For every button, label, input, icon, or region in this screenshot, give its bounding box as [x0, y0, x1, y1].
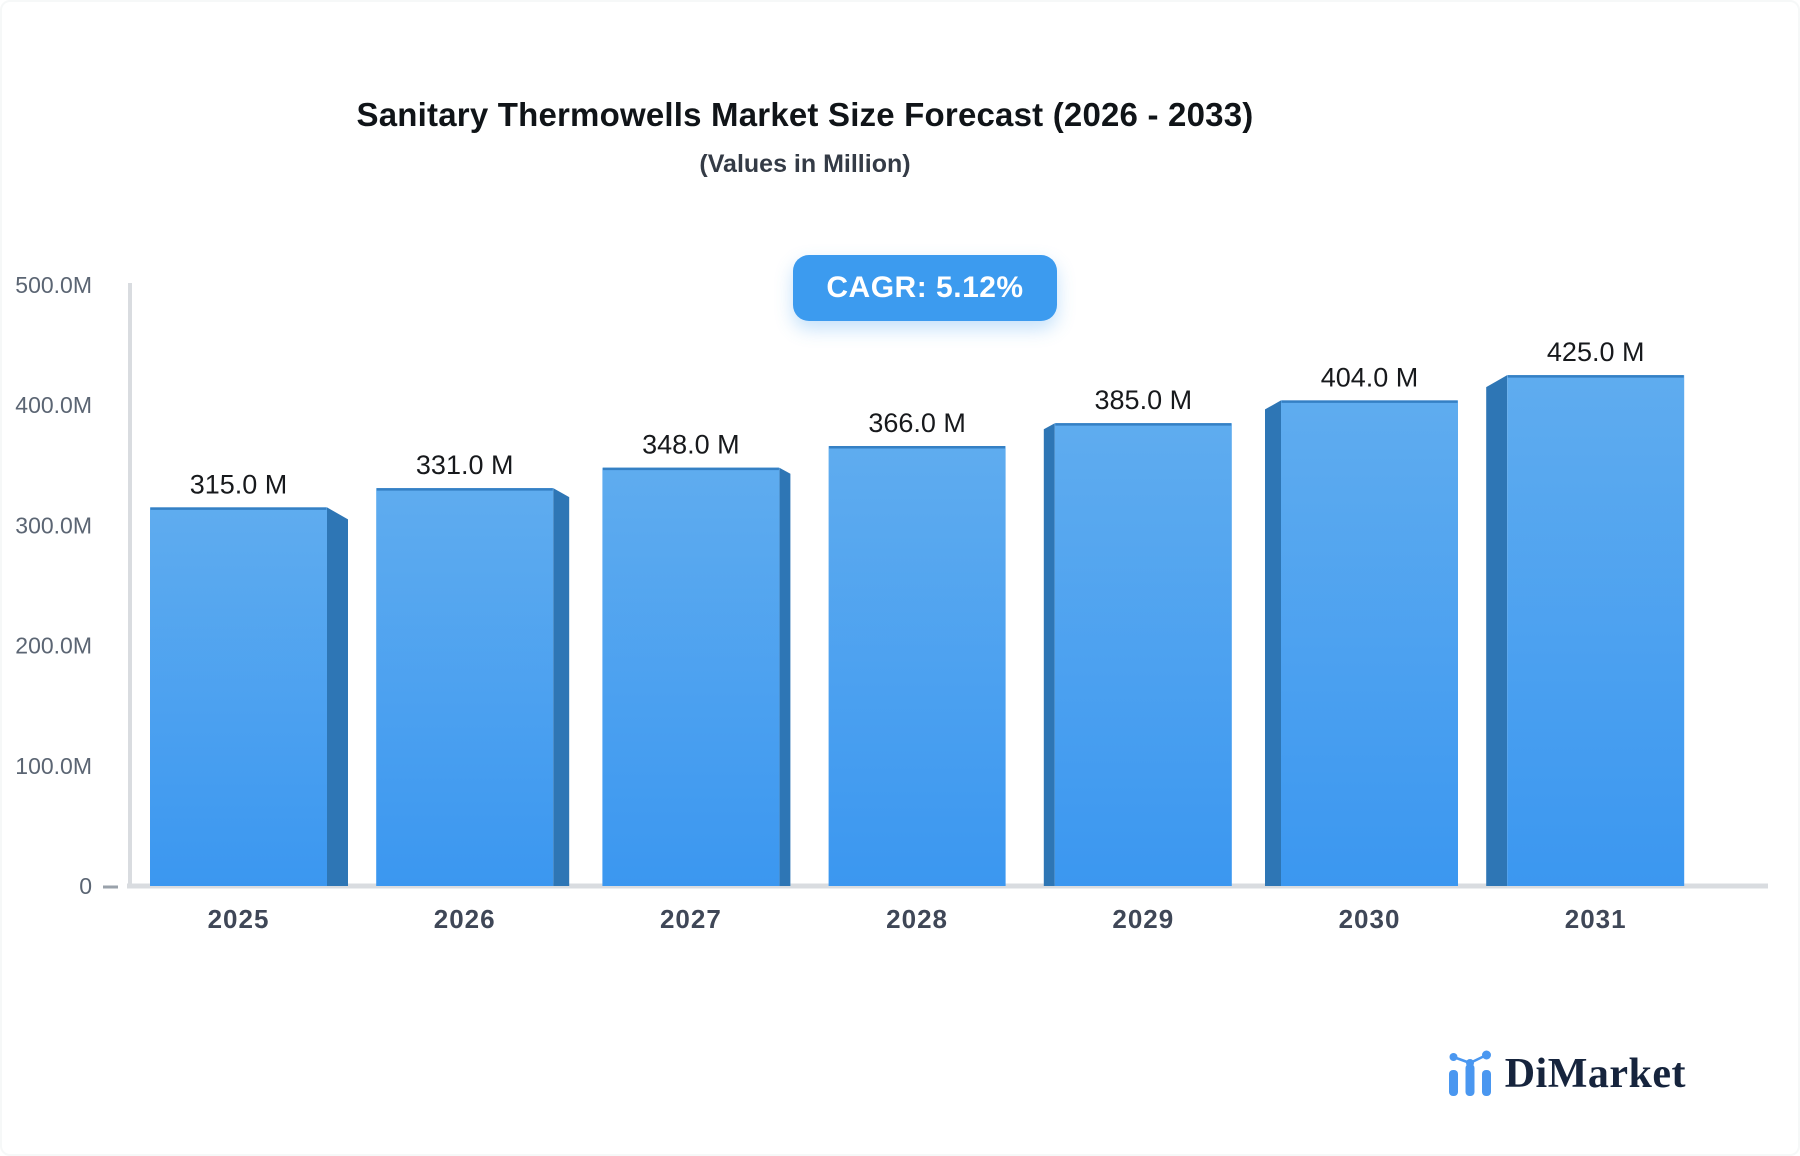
x-tick-label: 2026	[434, 904, 496, 934]
logo-wordmark: DiMarket	[1504, 1051, 1686, 1097]
bar-column	[1507, 375, 1685, 886]
bar-value-label: 366.0 M	[868, 408, 966, 438]
y-tick-label: 0	[79, 873, 92, 899]
bar-column	[602, 467, 780, 886]
y-tick-label: 400.0M	[15, 392, 92, 418]
y-tick-label: 200.0M	[15, 633, 92, 659]
y-tick-label: 300.0M	[15, 512, 92, 538]
bar-side-face	[1043, 423, 1055, 886]
y-tick-label: 100.0M	[15, 753, 92, 779]
mini-bar-line-chart-icon	[1448, 1050, 1491, 1096]
bar-value-label: 404.0 M	[1321, 362, 1419, 392]
chart-subtitle: (Values in Million)	[699, 150, 911, 178]
bar-column	[1054, 423, 1232, 886]
bar-column	[376, 488, 554, 886]
x-tick-label: 2030	[1339, 904, 1401, 934]
cagr-badge-label: CAGR: 5.12%	[826, 271, 1024, 304]
bar-column	[1281, 400, 1458, 886]
x-tick-label: 2027	[660, 904, 722, 934]
bar-value-label: 425.0 M	[1547, 337, 1645, 367]
bar-value-label: 331.0 M	[416, 450, 514, 480]
x-tick-label: 2028	[886, 904, 948, 934]
cagr-badge: CAGR: 5.12%	[793, 255, 1057, 321]
page-title: Sanitary Thermowells Market Size Forecas…	[356, 96, 1254, 133]
bar-value-label: 315.0 M	[190, 469, 288, 499]
x-tick-label: 2029	[1112, 904, 1174, 934]
bar-side-face	[327, 507, 348, 886]
bar-column	[828, 446, 1006, 886]
y-tick-label: 500.0M	[15, 272, 92, 298]
bar-side-face	[779, 467, 791, 886]
bar-side-face	[1486, 375, 1508, 886]
bar-column	[150, 507, 327, 886]
x-tick-label: 2031	[1565, 904, 1627, 934]
bar-side-face	[1265, 400, 1281, 886]
bar-value-label: 385.0 M	[1095, 385, 1193, 415]
bar-value-label: 348.0 M	[642, 430, 740, 460]
dimarket-logo: DiMarket	[1447, 1050, 1686, 1098]
x-tick-label: 2025	[208, 904, 270, 934]
title-block: Sanitary Thermowells Market Size Forecas…	[0, 0, 1610, 179]
bar-side-face	[553, 488, 570, 886]
